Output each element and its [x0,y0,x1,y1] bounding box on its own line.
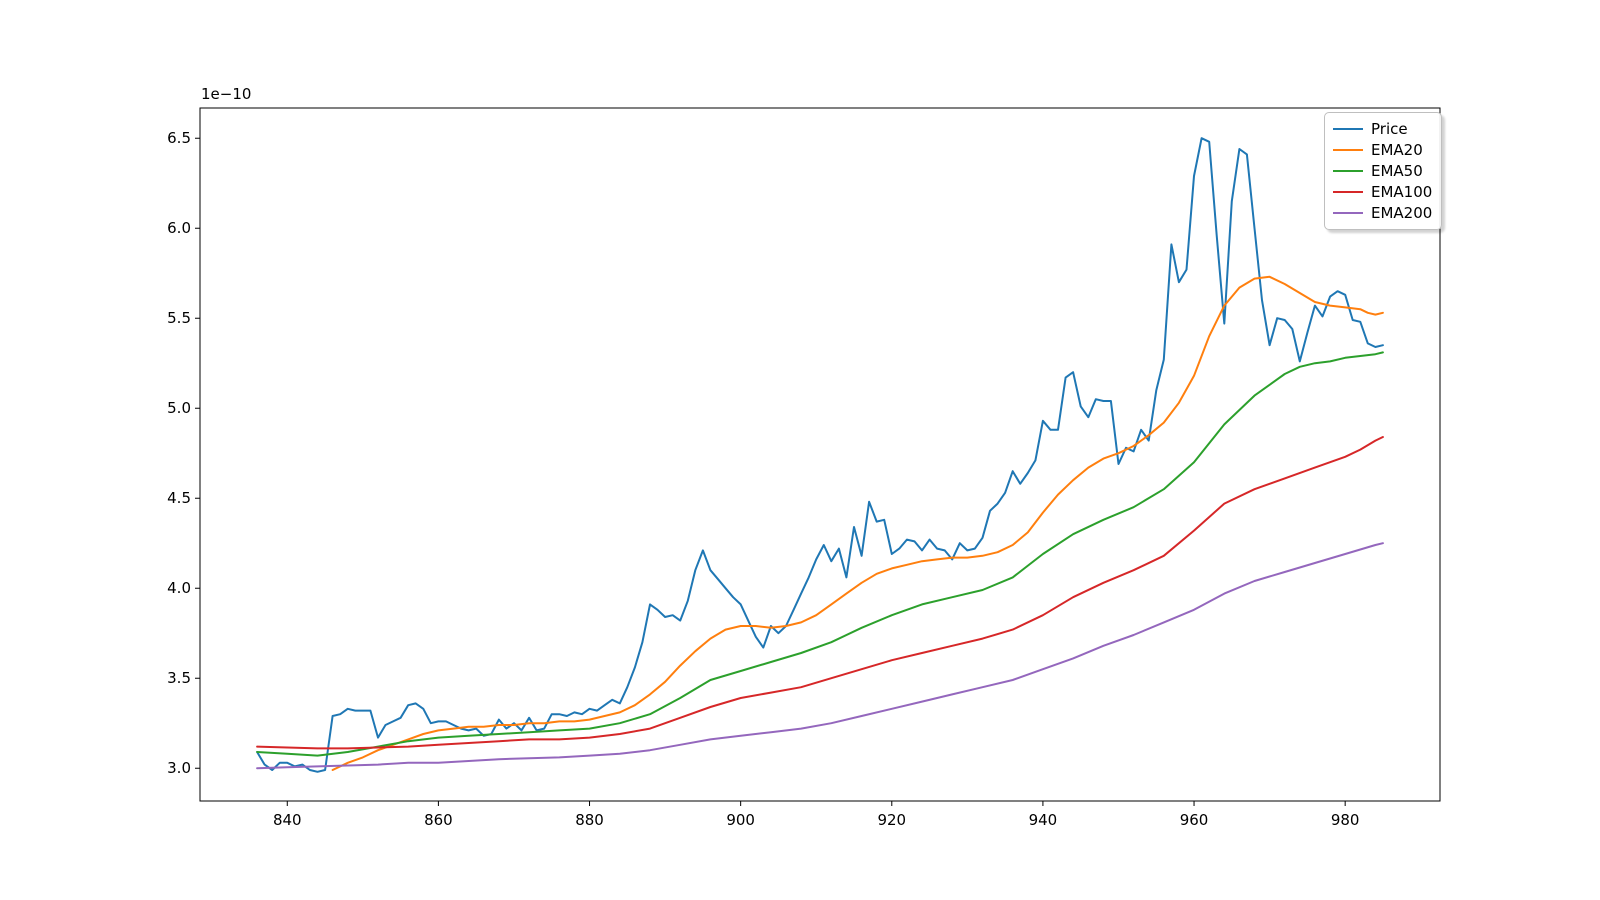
x-tick-label: 880 [575,811,604,829]
plot-area [200,108,1440,801]
legend-item-ema200: EMA200 [1333,202,1432,223]
legend-label: EMA100 [1371,182,1433,201]
y-tick-label: 4.5 [167,489,191,507]
legend-swatch-price [1333,127,1363,130]
series-line-ema50 [256,351,1384,757]
series-line-ema200 [256,542,1384,770]
legend-item-price: Price [1333,118,1432,139]
legend-item-ema100: EMA100 [1333,181,1432,202]
y-tick-label: 6.5 [167,129,191,147]
x-tick-label: 980 [1331,811,1360,829]
x-tick-label: 920 [877,811,906,829]
series-line-ema20 [331,275,1384,771]
x-tick-label: 840 [273,811,302,829]
series-line-ema100 [256,436,1384,750]
legend-label: EMA50 [1371,161,1423,180]
y-axis-offset-label: 1e−10 [201,85,252,103]
legend-item-ema20: EMA20 [1333,139,1432,160]
legend-swatch-ema50 [1333,169,1363,172]
x-tick-label: 900 [726,811,755,829]
legend-swatch-ema100 [1333,190,1363,193]
legend-item-ema50: EMA50 [1333,160,1432,181]
y-tick-label: 3.5 [167,669,191,687]
x-tick-label: 860 [424,811,453,829]
y-tick-label: 4.0 [167,579,191,597]
axes-spines [199,107,1441,802]
legend-label: Price [1371,119,1408,138]
series-line-price [256,137,1384,773]
plot-group: 840 860 880 900 920 940 960 980 3.0 3.5 4.0 4.5 5.0 5… [167,107,1441,829]
legend-swatch-ema20 [1333,148,1363,151]
legend-label: EMA20 [1371,140,1423,159]
y-tick-label: 5.5 [167,309,191,327]
x-tick-label: 960 [1180,811,1209,829]
y-tick-label: 5.0 [167,399,191,417]
legend: Price EMA20 EMA50 EMA100 EMA200 [1324,112,1443,230]
legend-label: EMA200 [1371,203,1433,222]
legend-swatch-ema200 [1333,211,1363,214]
y-tick-label: 3.0 [167,759,191,777]
y-tick-label: 6.0 [167,219,191,237]
x-tick-label: 940 [1029,811,1058,829]
